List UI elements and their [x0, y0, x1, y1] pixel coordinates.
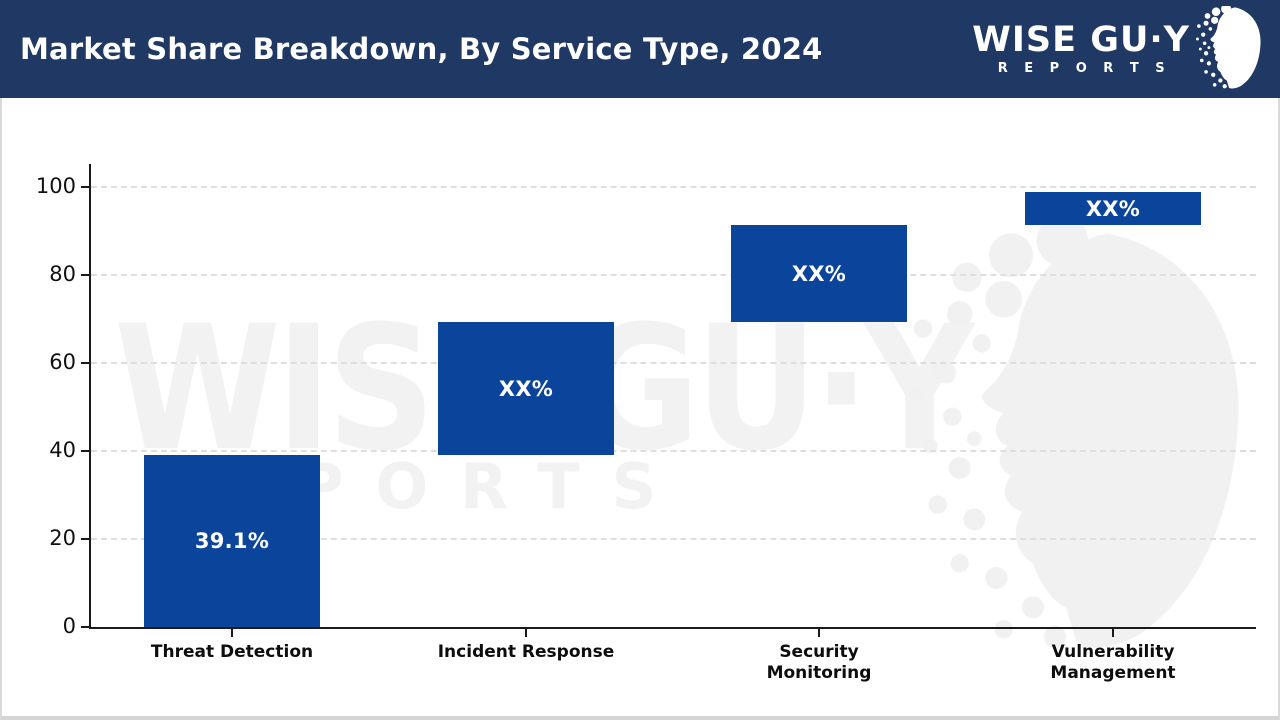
bar-value-label-threat-detection: 39.1%: [194, 528, 270, 553]
y-axis-tick-20: [81, 538, 90, 540]
bar-threat-detection: 39.1%: [144, 454, 320, 627]
bar-incident-response: XX%: [438, 322, 614, 455]
x-axis-label-threat-detection: Threat Detection: [150, 642, 314, 662]
dotted-face-profile-icon: [1196, 6, 1261, 89]
y-axis-tick-40: [81, 450, 90, 452]
gridline-20: [91, 538, 1256, 540]
x-axis-tick-incident-response: [525, 629, 527, 637]
x-axis-label-incident-response: Incident Response: [437, 642, 615, 662]
x-axis-tick-security-monitoring: [818, 629, 820, 637]
y-axis-tick-80: [81, 274, 90, 276]
gridline-80: [91, 274, 1256, 276]
y-axis-label-40: 40: [49, 438, 76, 462]
bar-value-label-vulnerability-management: XX%: [1085, 196, 1141, 221]
x-axis-spine: [89, 627, 1256, 629]
y-axis-label-80: 80: [49, 262, 76, 286]
gridline-100: [91, 186, 1256, 188]
bar-value-label-security-monitoring: XX%: [791, 261, 847, 286]
wise-guy-reports-logo: WISE GU·Y R E P O R T S: [972, 6, 1266, 92]
x-axis-label-security-monitoring: Security Monitoring: [766, 642, 872, 683]
y-axis-label-0: 0: [62, 614, 76, 638]
x-axis-tick-threat-detection: [231, 629, 233, 637]
y-axis-label-60: 60: [49, 350, 76, 374]
y-axis-label-100: 100: [35, 174, 76, 198]
logo-wordmark: WISE GU·Y: [972, 20, 1190, 60]
logo-text: WISE GU·Y R E P O R T S: [972, 20, 1190, 76]
logo-subtitle: R E P O R T S: [997, 61, 1171, 76]
chart-area: WISE GU·Y REPORTS 0 20 40 60 80 100 39.1% XX% XX…: [0, 98, 1280, 720]
x-axis-label-vulnerability-management: Vulnerability Management: [1050, 642, 1176, 683]
y-axis-tick-100: [81, 186, 90, 188]
header-bar: Market Share Breakdown, By Service Type,…: [0, 0, 1280, 98]
y-axis-tick-60: [81, 362, 90, 364]
bar-value-label-incident-response: XX%: [498, 376, 554, 401]
watermark-face-icon: [908, 226, 1239, 648]
page-title: Market Share Breakdown, By Service Type,…: [20, 32, 823, 66]
bar-vulnerability-management: XX%: [1025, 191, 1201, 226]
x-axis-tick-vulnerability-management: [1112, 629, 1114, 637]
gridline-40: [91, 450, 1256, 452]
gridline-60: [91, 362, 1256, 364]
bar-security-monitoring: XX%: [731, 225, 907, 323]
y-axis-tick-0: [81, 626, 90, 628]
y-axis-spine: [89, 164, 91, 629]
y-axis-label-20: 20: [49, 526, 76, 550]
